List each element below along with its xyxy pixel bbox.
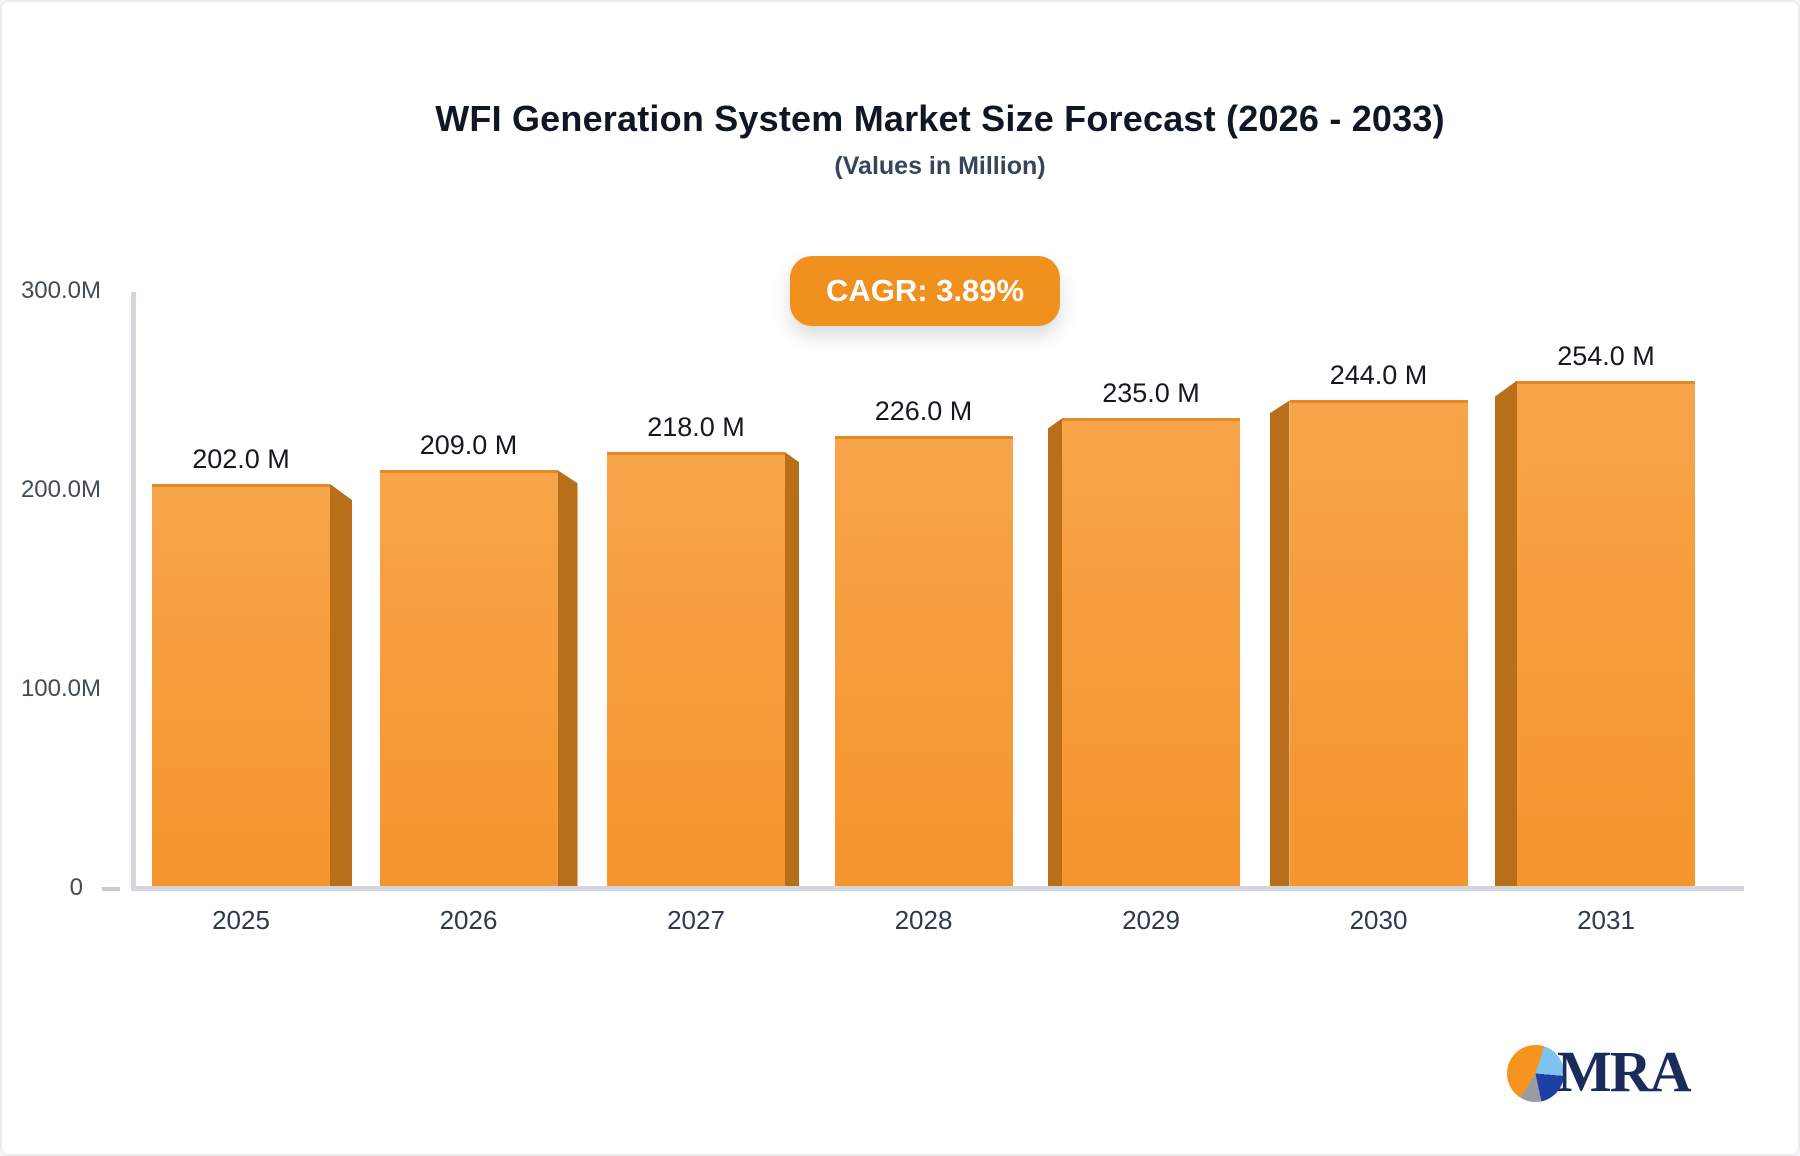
bar-3d-side <box>1048 418 1062 886</box>
x-axis-label-2030: 2030 <box>1349 905 1408 935</box>
page-subtitle: (Values in Million) <box>834 152 1046 180</box>
y-axis-tick-label: 300.0M <box>20 277 101 304</box>
y-axis-tick-label: 0 <box>69 874 83 901</box>
bar-3d-side <box>1495 380 1517 886</box>
x-axis-label-2028: 2028 <box>894 905 953 935</box>
bar-value-label: 218.0 M <box>647 412 745 443</box>
bar-2029[interactable] <box>1062 418 1240 886</box>
x-axis-label-2029: 2029 <box>1122 905 1180 935</box>
bar-2025[interactable] <box>152 484 330 886</box>
zero-tick-mark <box>102 887 120 891</box>
bar-3d-side <box>1269 400 1290 886</box>
logo-text: MRA <box>1557 1039 1692 1104</box>
bar-2030[interactable] <box>1289 400 1468 886</box>
bar-value-label: 254.0 M <box>1557 340 1655 371</box>
cagr-badge: CAGR: 3.89% <box>789 256 1061 326</box>
bar-value-label: 244.0 M <box>1329 360 1428 391</box>
x-axis-label-2031: 2031 <box>1577 905 1635 935</box>
bar-value-label: 235.0 M <box>1102 378 1200 409</box>
x-axis-label-2025: 2025 <box>212 905 270 935</box>
bar-2027[interactable] <box>607 452 785 886</box>
pie-chart-logo-icon <box>1507 1045 1564 1102</box>
x-axis-label-2027: 2027 <box>667 905 725 935</box>
y-axis-line <box>131 292 136 891</box>
bar-2028[interactable] <box>834 436 1013 886</box>
bar-2031[interactable] <box>1517 380 1695 886</box>
x-axis-line <box>131 886 1744 891</box>
y-axis-tick-label: 200.0M <box>20 476 101 503</box>
bar-3d-side <box>557 470 578 886</box>
bar-3d-side <box>330 484 352 886</box>
bar-value-label: 202.0 M <box>192 444 290 475</box>
bar-value-label: 209.0 M <box>419 430 518 461</box>
bar-2026[interactable] <box>379 470 558 886</box>
page-title: WFI Generation System Market Size Foreca… <box>435 98 1445 139</box>
brand-logo: MRA <box>1507 1039 1747 1104</box>
bar-3d-side <box>785 452 799 886</box>
y-axis-tick-label: 100.0M <box>20 675 101 702</box>
bar-value-label: 226.0 M <box>874 396 973 427</box>
x-axis-label-2026: 2026 <box>439 905 498 935</box>
